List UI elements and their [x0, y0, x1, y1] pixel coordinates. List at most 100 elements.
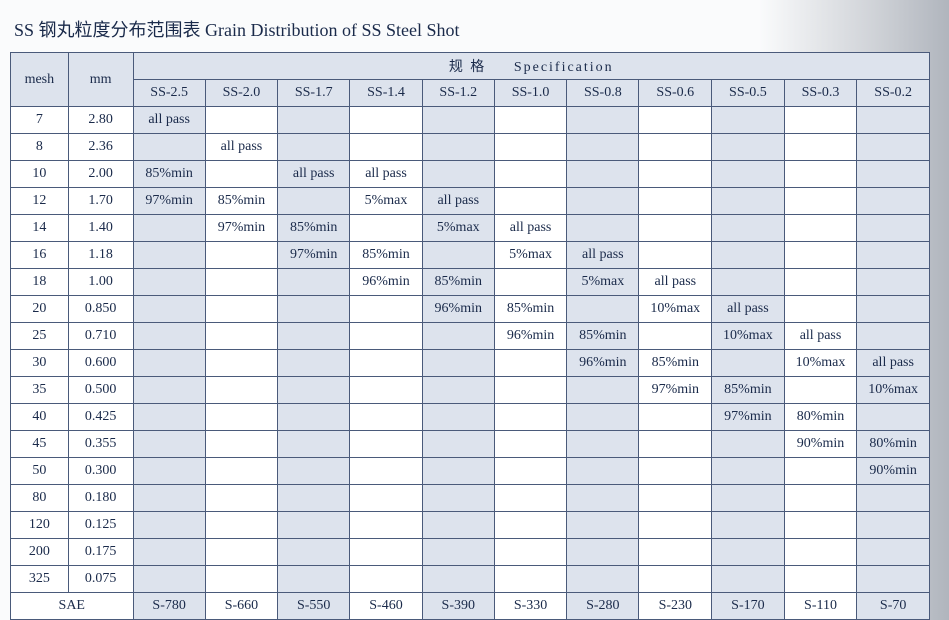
cell-mesh: 7: [11, 107, 69, 134]
cell-value: [278, 350, 350, 377]
cell-mesh: 50: [11, 458, 69, 485]
cell-value: [350, 107, 422, 134]
cell-value: 85%min: [422, 269, 494, 296]
cell-value: all pass: [784, 323, 857, 350]
table-row: 102.0085%minall passall pass: [11, 161, 930, 188]
cell-value: [422, 566, 494, 593]
cell-value: [712, 431, 785, 458]
cell-value: [350, 431, 422, 458]
table-row: 400.42597%min80%min: [11, 404, 930, 431]
cell-value: [639, 242, 712, 269]
cell-value: [205, 566, 277, 593]
cell-value: [784, 566, 857, 593]
cell-value: [639, 512, 712, 539]
sae-cell: S-170: [712, 593, 785, 620]
cell-value: [567, 431, 639, 458]
cell-value: [205, 458, 277, 485]
cell-value: [205, 350, 277, 377]
cell-value: [350, 215, 422, 242]
cell-value: [205, 296, 277, 323]
cell-value: [567, 134, 639, 161]
cell-value: [205, 107, 277, 134]
cell-mm: 0.300: [68, 458, 133, 485]
cell-value: [784, 215, 857, 242]
cell-value: [494, 485, 566, 512]
cell-value: [857, 566, 930, 593]
cell-value: [784, 377, 857, 404]
cell-value: [422, 242, 494, 269]
cell-value: all pass: [422, 188, 494, 215]
cell-value: [422, 323, 494, 350]
table-row: 1200.125: [11, 512, 930, 539]
cell-mesh: 12: [11, 188, 69, 215]
table-row: 121.7097%min85%min5%maxall pass: [11, 188, 930, 215]
cell-value: [422, 134, 494, 161]
cell-value: [133, 431, 205, 458]
cell-value: 85%min: [278, 215, 350, 242]
cell-mm: 0.125: [68, 512, 133, 539]
cell-value: [639, 188, 712, 215]
cell-value: 10%max: [639, 296, 712, 323]
cell-value: all pass: [278, 161, 350, 188]
cell-value: [784, 269, 857, 296]
cell-value: all pass: [857, 350, 930, 377]
cell-value: [133, 269, 205, 296]
cell-value: [133, 539, 205, 566]
cell-value: 80%min: [857, 431, 930, 458]
cell-value: 85%min: [205, 188, 277, 215]
cell-value: 97%min: [712, 404, 785, 431]
cell-mesh: 45: [11, 431, 69, 458]
cell-value: 97%min: [278, 242, 350, 269]
cell-value: [494, 404, 566, 431]
cell-value: all pass: [350, 161, 422, 188]
table-row: 2000.175: [11, 539, 930, 566]
cell-mm: 1.00: [68, 269, 133, 296]
cell-mm: 0.600: [68, 350, 133, 377]
table-row: 250.71096%min85%min10%maxall pass: [11, 323, 930, 350]
cell-value: [639, 458, 712, 485]
cell-value: [712, 161, 785, 188]
cell-value: [278, 323, 350, 350]
cell-value: [133, 350, 205, 377]
sae-cell: S-780: [133, 593, 205, 620]
cell-value: 97%min: [205, 215, 277, 242]
cell-mesh: 200: [11, 539, 69, 566]
sae-cell: S-280: [567, 593, 639, 620]
cell-value: [784, 134, 857, 161]
col-ss-2-5: SS-2.5: [133, 80, 205, 107]
cell-value: [784, 458, 857, 485]
cell-value: [567, 566, 639, 593]
cell-value: [205, 539, 277, 566]
cell-value: [494, 512, 566, 539]
cell-value: [278, 269, 350, 296]
cell-value: [350, 134, 422, 161]
cell-value: [278, 539, 350, 566]
cell-mm: 2.00: [68, 161, 133, 188]
cell-value: [350, 539, 422, 566]
cell-value: [205, 431, 277, 458]
cell-value: [278, 188, 350, 215]
cell-value: 10%max: [784, 350, 857, 377]
sae-cell: S-110: [784, 593, 857, 620]
cell-value: 5%max: [350, 188, 422, 215]
cell-value: [639, 161, 712, 188]
cell-value: [422, 512, 494, 539]
cell-value: [857, 188, 930, 215]
table-row: 500.30090%min: [11, 458, 930, 485]
cell-value: [278, 431, 350, 458]
cell-value: 5%max: [494, 242, 566, 269]
cell-value: [784, 296, 857, 323]
cell-mm: 0.425: [68, 404, 133, 431]
cell-value: [205, 512, 277, 539]
cell-value: [205, 161, 277, 188]
cell-value: [712, 269, 785, 296]
cell-value: [494, 431, 566, 458]
cell-value: [278, 377, 350, 404]
cell-mm: 1.40: [68, 215, 133, 242]
cell-mm: 2.80: [68, 107, 133, 134]
cell-value: [494, 350, 566, 377]
cell-value: [350, 323, 422, 350]
cell-value: all pass: [133, 107, 205, 134]
cell-mesh: 20: [11, 296, 69, 323]
cell-value: [133, 566, 205, 593]
